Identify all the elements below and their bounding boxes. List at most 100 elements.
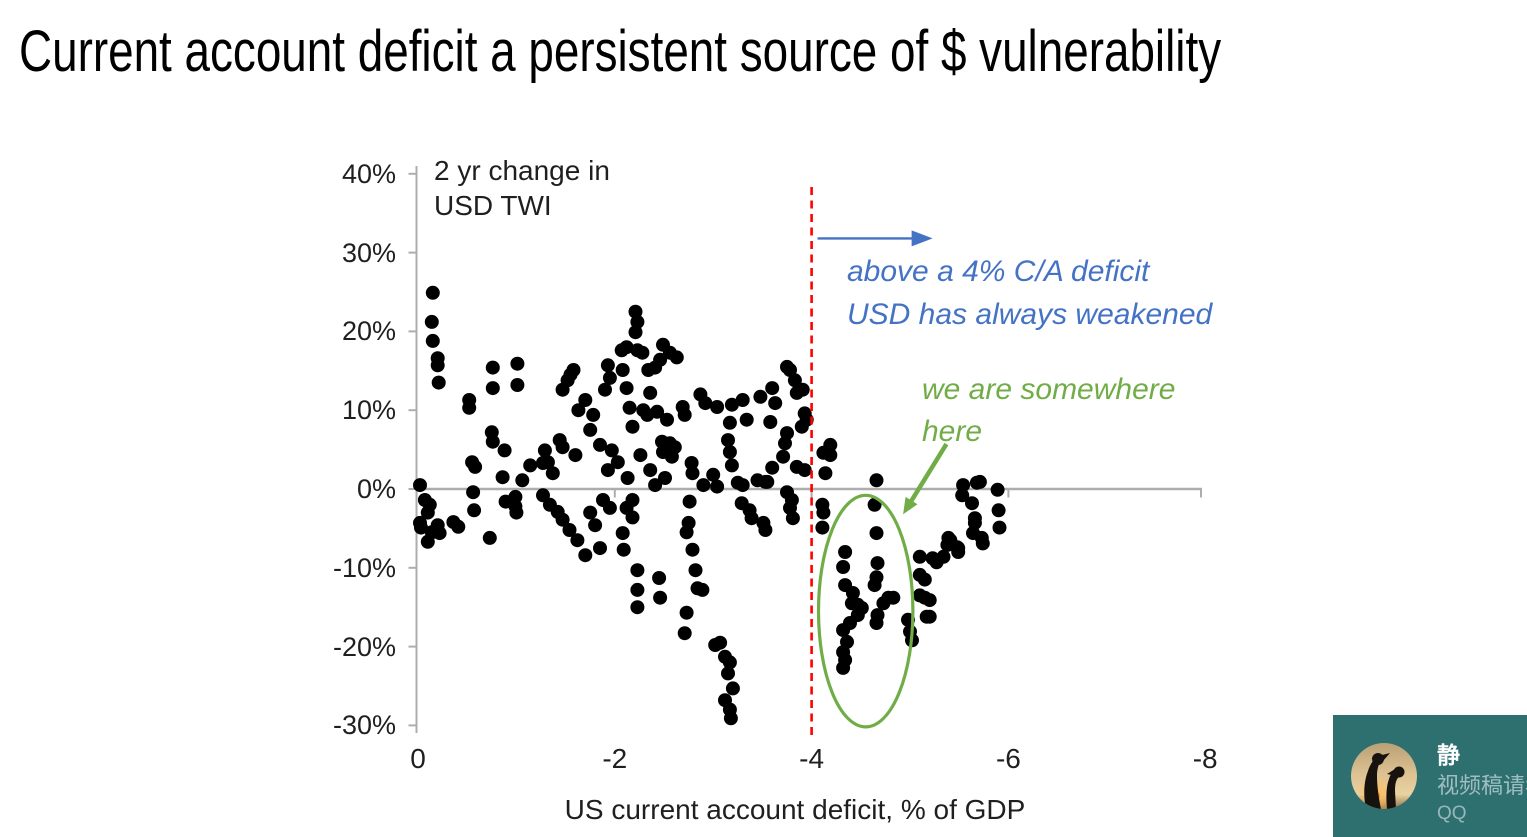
data-point [763,415,778,429]
data-point [725,681,740,696]
x-axis-title: US current account deficit, % of GDP [564,794,1026,825]
data-point [653,590,668,605]
data-point [776,449,791,464]
data-point [628,325,643,340]
data-point [660,412,674,427]
data-point [420,505,435,520]
data-point [816,445,831,460]
data-point [778,436,792,451]
highlight-ellipse [816,493,915,729]
data-point [870,556,885,571]
data-point [922,609,937,624]
data-point [682,494,697,509]
data-point [598,382,612,397]
blue-arrow-head [911,230,933,247]
data-point [425,285,440,300]
data-point [467,503,482,518]
data-point [768,396,783,411]
data-point [722,415,737,430]
data-point [432,526,447,541]
data-point [698,396,713,411]
data-point [951,545,966,559]
data-point [677,626,692,641]
data-point [992,520,1007,535]
data-point [643,385,658,400]
data-point [669,350,684,365]
message-preview: 视频稿请看 [1437,773,1527,798]
data-point [495,470,510,485]
data-point [735,393,750,407]
data-point [912,549,927,564]
data-point [583,422,598,437]
data-point [652,571,667,585]
data-point [735,478,750,493]
data-point [614,343,629,358]
penguins-at-sunset-image [1351,743,1417,809]
y-tick-label: 0% [356,474,396,504]
data-point [975,536,990,551]
y-tick-label: -10% [332,552,396,583]
data-point [602,370,617,385]
annotation-blue-line2: USD has always weakened [847,298,1213,331]
data-point [497,443,512,458]
data-point [509,505,524,520]
data-point [785,511,800,526]
data-point [869,526,884,541]
data-point [972,474,987,489]
data-point [630,600,645,615]
data-point [815,520,830,535]
data-point [684,456,699,470]
data-point [600,358,615,373]
data-point [836,660,851,675]
data-point [956,478,971,493]
green-arrow-head [903,496,918,515]
data-point [765,381,780,396]
data-point [482,530,497,545]
data-point [917,572,932,587]
data-point [721,433,735,448]
data-point [593,437,607,452]
green-arrow [906,442,949,507]
penguin-silhouettes [1364,753,1405,809]
data-point [724,458,739,473]
data-point [797,463,812,478]
x-tick-label: -4 [799,743,825,774]
qq-notification-widget[interactable]: 静 视频稿请看 QQ [1333,715,1527,837]
data-point [571,403,586,418]
data-point [794,419,809,434]
data-point [679,605,694,620]
data-point [765,460,780,475]
data-point [468,459,483,474]
data-point [562,523,577,537]
data-point [510,356,525,371]
data-point [555,512,570,527]
data-point [485,381,500,396]
data-point [838,545,853,559]
data-point [451,519,466,534]
data-point [758,523,773,537]
data-point [616,542,631,557]
data-point [706,467,721,482]
data-point [643,463,658,478]
y-tick-label: 40% [341,158,396,189]
data-point [424,314,439,329]
data-point [515,473,530,488]
data-point [413,515,427,530]
data-point [586,407,601,422]
data-point [570,533,585,548]
data-point [991,503,1006,518]
annotation-blue-line1: above a 4% C/A deficit [847,255,1150,288]
data-point [466,485,481,500]
data-point [724,397,739,412]
data-point [721,666,735,681]
data-point [739,412,754,427]
data-point [578,393,593,407]
x-tick-label: 0 [410,743,426,774]
data-point [615,526,630,541]
data-point [658,471,672,485]
penguin-avatar[interactable] [1351,743,1417,809]
x-tick-label: -6 [995,743,1021,774]
data-point [420,534,435,549]
